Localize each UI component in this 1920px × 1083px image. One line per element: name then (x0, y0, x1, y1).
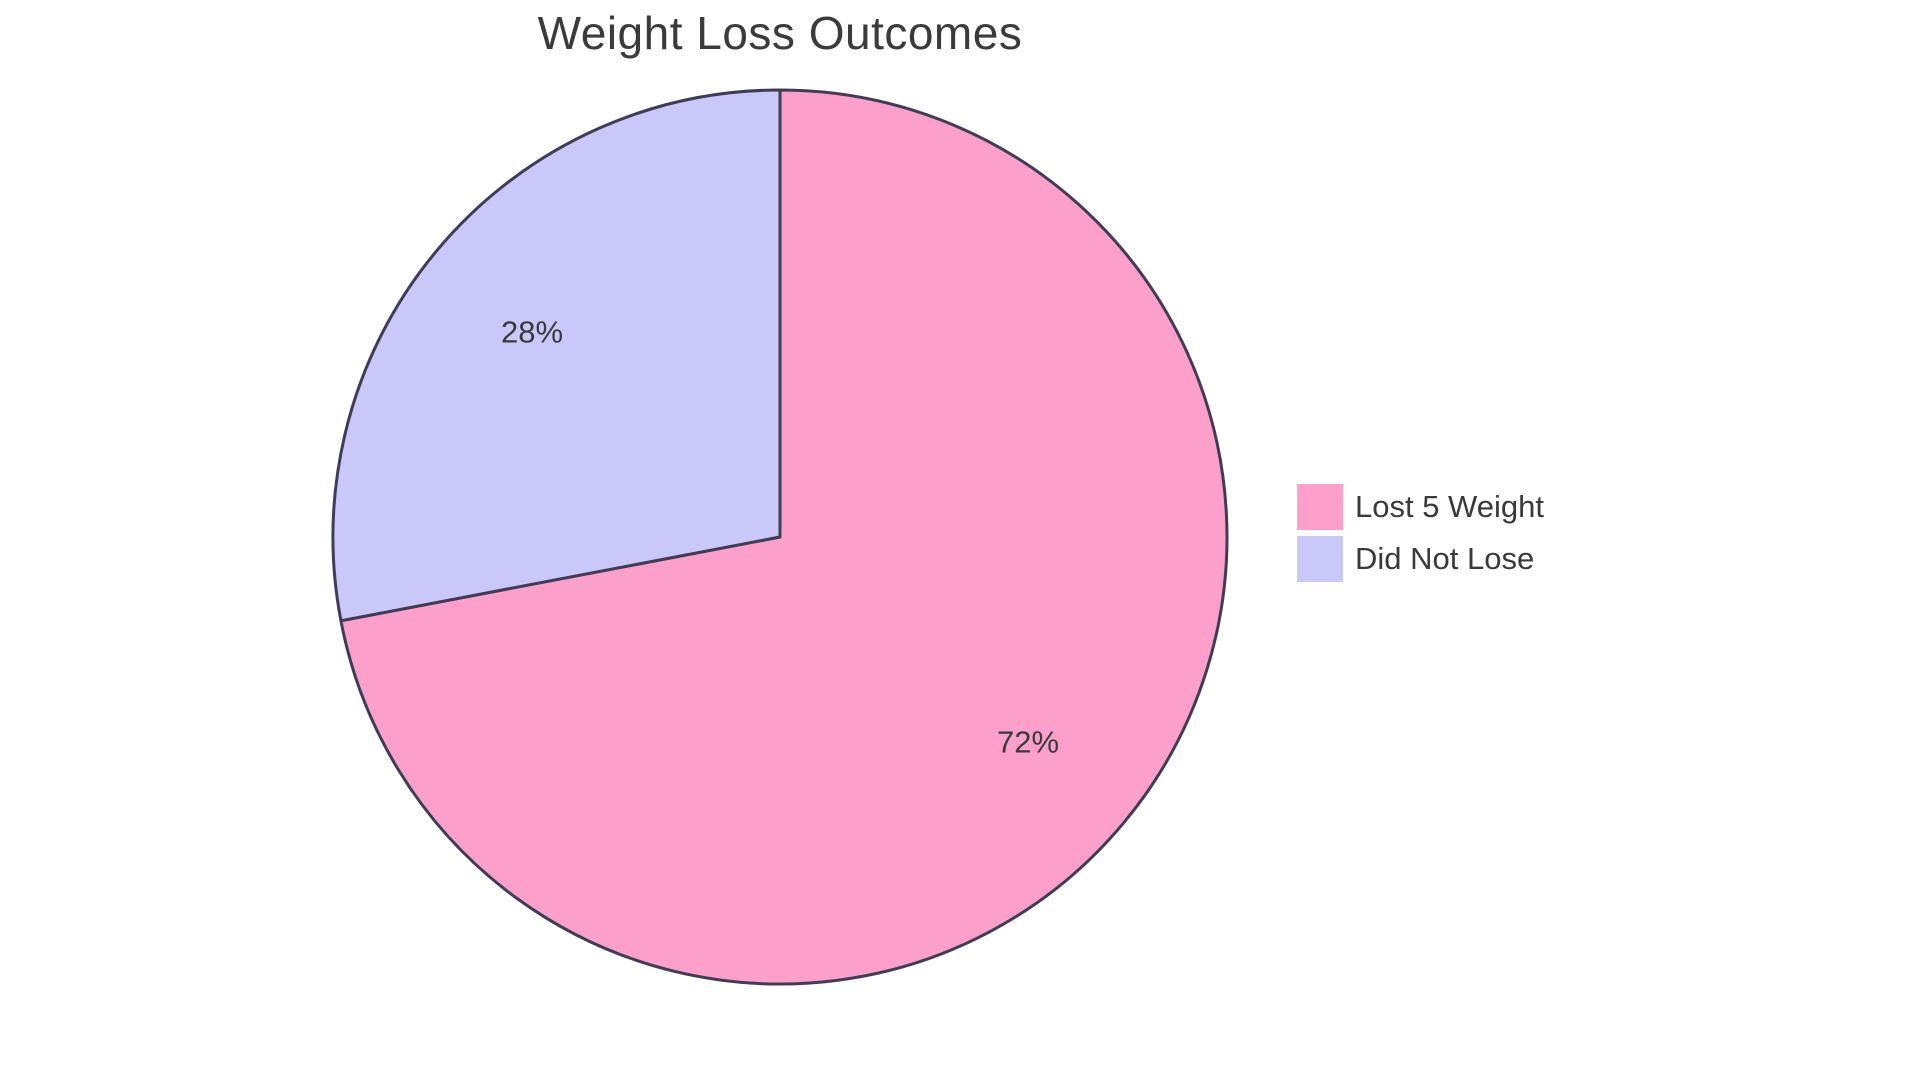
pie-slice-did-not-lose (331, 88, 782, 623)
slice-percentage-label: 72% (997, 725, 1059, 760)
pie-slice-lost-5-weight (339, 88, 1229, 986)
legend-swatch-0 (1297, 484, 1343, 530)
legend-item: Lost 5 Weight (1297, 484, 1544, 530)
legend-label-1: Did Not Lose (1355, 541, 1535, 576)
legend-label-0: Lost 5 Weight (1355, 489, 1544, 524)
legend: Lost 5 Weight Did Not Lose (1297, 484, 1544, 588)
slice-percentage-label: 28% (501, 314, 563, 349)
legend-swatch-1 (1297, 536, 1343, 582)
legend-item: Did Not Lose (1297, 536, 1544, 582)
chart-title: Weight Loss Outcomes (537, 7, 1023, 59)
